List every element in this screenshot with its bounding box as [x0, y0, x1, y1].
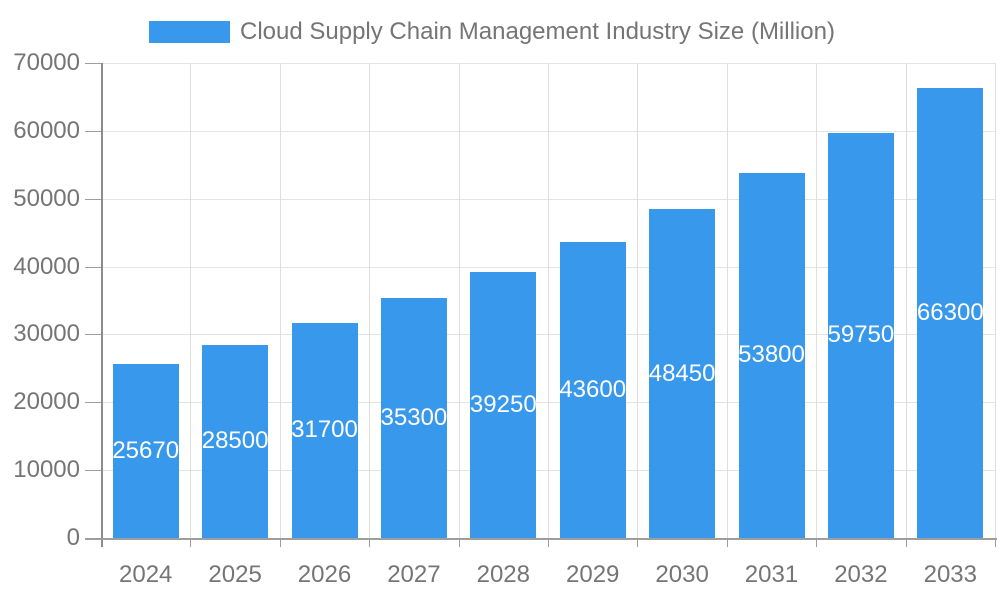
x-gridline: [726, 63, 728, 538]
y-axis-label: 70000: [13, 49, 80, 76]
y-axis-tick: [85, 402, 101, 404]
bar-value-label: 25670: [112, 436, 180, 464]
y-axis-label: 40000: [13, 252, 80, 280]
y-axis-label: 0: [66, 524, 80, 551]
x-axis-tick: [995, 538, 996, 547]
x-axis-baseline: [85, 538, 997, 540]
bar-value-label: 48450: [648, 359, 716, 387]
bar-value-label: 43600: [559, 376, 627, 404]
x-axis-tick: [548, 538, 549, 547]
x-axis-label: 2024: [118, 561, 173, 588]
legend-swatch: [149, 21, 230, 43]
bar: [917, 88, 984, 538]
bar-value-label: 28500: [201, 427, 269, 455]
y-axis-label: 50000: [13, 184, 80, 212]
bar-value-label: 31700: [291, 416, 358, 444]
x-axis-label: 2026: [297, 561, 352, 588]
x-axis-label: 2028: [476, 561, 530, 588]
bar-value-label: 59750: [827, 321, 895, 349]
x-axis-tick: [369, 538, 371, 547]
bar: [202, 344, 269, 538]
x-axis-tick: [279, 538, 281, 547]
x-axis-tick: [905, 538, 907, 547]
chart-title: Cloud Supply Chain Management Industry S…: [240, 18, 835, 45]
bar: [827, 132, 894, 538]
y-axis-tick: [85, 266, 101, 268]
x-gridline: [905, 63, 907, 538]
chart-legend[interactable]: Cloud Supply Chain Management Industry S…: [149, 14, 835, 50]
x-axis-tick: [816, 538, 818, 547]
y-axis-tick: [85, 130, 101, 132]
bar: [112, 363, 179, 538]
x-gridline: [458, 63, 460, 538]
x-axis-label: 2025: [208, 561, 262, 588]
x-axis-label: 2030: [655, 561, 709, 588]
x-axis-tick: [458, 538, 460, 547]
x-axis-tick: [190, 538, 192, 547]
x-gridline: [548, 63, 549, 538]
bar-value-label: 35300: [380, 404, 448, 432]
y-axis-tick: [85, 334, 101, 336]
bar-value-label: 53800: [738, 341, 805, 369]
x-axis-label: 2033: [923, 561, 977, 588]
y-axis-label: 30000: [13, 320, 80, 348]
x-gridline: [816, 63, 818, 538]
x-axis-tick: [637, 538, 639, 547]
bar: [649, 209, 716, 538]
y-axis-label: 20000: [13, 388, 80, 416]
x-gridline: [190, 63, 192, 538]
y-axis-line: [101, 63, 103, 547]
bar-value-label: 66300: [916, 299, 984, 327]
x-axis-label: 2027: [387, 561, 441, 588]
x-gridline: [637, 63, 639, 538]
y-axis-label: 10000: [13, 456, 80, 484]
y-axis-tick: [85, 198, 101, 200]
x-axis-label: 2032: [834, 561, 888, 588]
x-gridline: [369, 63, 371, 538]
x-axis-label: 2029: [565, 561, 620, 588]
bar: [738, 172, 805, 538]
y-axis-tick: [85, 470, 101, 472]
x-axis-label: 2031: [744, 561, 799, 588]
bar: [559, 242, 626, 538]
x-gridline: [279, 63, 281, 538]
x-axis-tick: [726, 538, 728, 547]
bar: [291, 322, 358, 538]
bar: [380, 298, 447, 538]
x-gridline: [995, 63, 996, 538]
y-axis-tick: [85, 63, 101, 64]
bar: [470, 271, 537, 538]
y-axis-label: 60000: [13, 116, 80, 144]
bar-value-label: 39250: [469, 390, 537, 418]
